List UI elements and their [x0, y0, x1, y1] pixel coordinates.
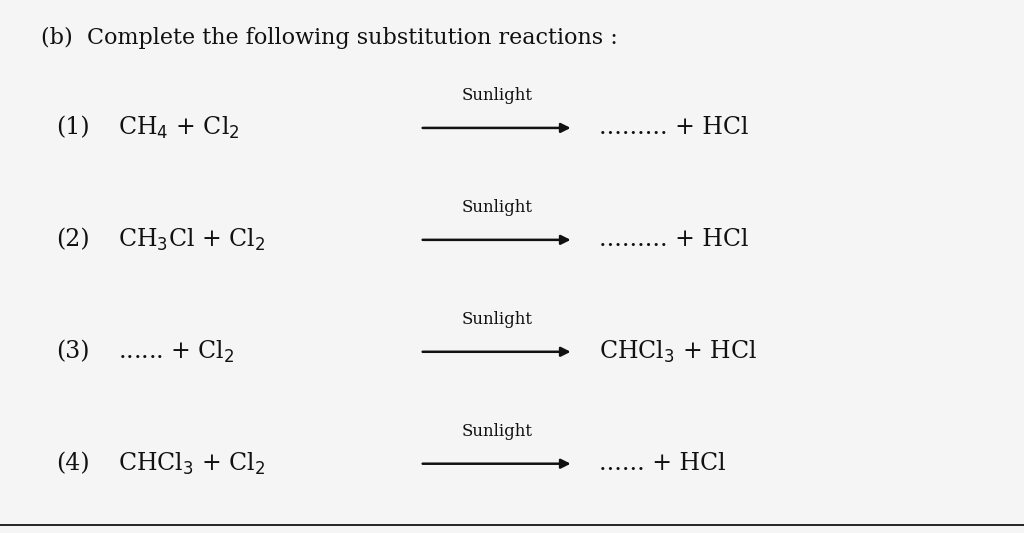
- Text: CHCl$_3$ + Cl$_2$: CHCl$_3$ + Cl$_2$: [118, 450, 265, 477]
- Text: (2): (2): [56, 228, 90, 252]
- Text: CHCl$_3$ + HCl: CHCl$_3$ + HCl: [599, 338, 757, 365]
- Text: (3): (3): [56, 340, 90, 364]
- Text: Sunlight: Sunlight: [461, 311, 532, 328]
- Text: (4): (4): [56, 452, 90, 475]
- Text: CH$_3$Cl + Cl$_2$: CH$_3$Cl + Cl$_2$: [118, 227, 265, 253]
- Text: ......... + HCl: ......... + HCl: [599, 228, 749, 252]
- Text: (b)  Complete the following substitution reactions :: (b) Complete the following substitution …: [41, 27, 617, 49]
- Text: ...... + Cl$_2$: ...... + Cl$_2$: [118, 338, 234, 365]
- Text: CH$_4$ + Cl$_2$: CH$_4$ + Cl$_2$: [118, 115, 240, 141]
- Text: ...... + HCl: ...... + HCl: [599, 452, 726, 475]
- Text: (1): (1): [56, 116, 90, 140]
- Text: Sunlight: Sunlight: [461, 423, 532, 440]
- Text: ......... + HCl: ......... + HCl: [599, 116, 749, 140]
- Text: Sunlight: Sunlight: [461, 87, 532, 104]
- Text: Sunlight: Sunlight: [461, 199, 532, 216]
